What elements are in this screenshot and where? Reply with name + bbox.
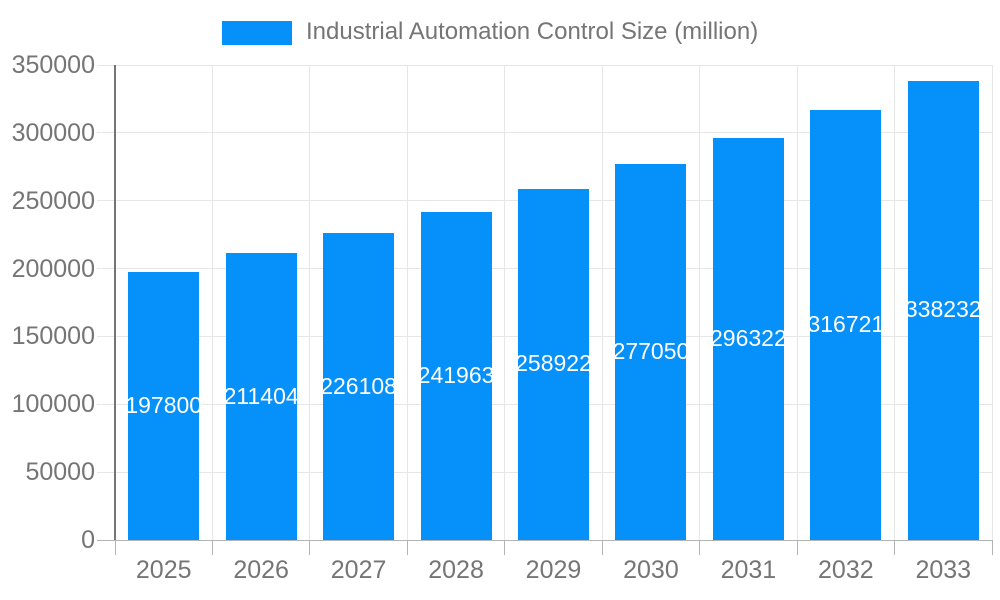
x-axis-tick xyxy=(699,540,701,555)
x-axis-tick xyxy=(991,540,993,555)
x-axis-label: 2029 xyxy=(525,556,582,584)
bar-2025 xyxy=(128,271,200,540)
x-axis-tick xyxy=(504,540,506,555)
y-axis-label: 150000 xyxy=(11,322,95,351)
x-axis-label: 2027 xyxy=(330,556,387,584)
bar-value-label: 296322 xyxy=(710,324,787,351)
bar-value-label: 258922 xyxy=(515,350,592,377)
bar-2026 xyxy=(225,253,297,540)
gridline-horizontal xyxy=(115,64,992,66)
gridline-vertical xyxy=(504,65,506,540)
y-axis-label: 250000 xyxy=(11,186,95,215)
gridline-vertical xyxy=(991,65,993,540)
bar-value-label: 197800 xyxy=(125,391,203,418)
x-axis-label: 2028 xyxy=(428,556,484,584)
x-axis-label: 2031 xyxy=(720,556,777,584)
y-axis-label: 50000 xyxy=(25,458,95,487)
bar-value-label: 226108 xyxy=(320,372,397,399)
x-axis-label: 2032 xyxy=(818,556,874,584)
gridline-vertical xyxy=(699,65,701,540)
y-axis-label: 100000 xyxy=(11,390,95,419)
bar-value-label: 211404 xyxy=(223,382,299,409)
y-axis-tick xyxy=(97,335,115,337)
gridline-vertical xyxy=(601,65,603,540)
y-axis-tick xyxy=(97,471,115,473)
y-axis-label: 200000 xyxy=(11,254,95,283)
bar-2028 xyxy=(420,211,492,540)
x-axis-label: 2026 xyxy=(233,556,289,584)
bar-value-label: 277050 xyxy=(612,338,690,364)
bar-2033 xyxy=(907,80,979,540)
gridline-vertical xyxy=(796,65,798,540)
bar-value-label: 316721 xyxy=(807,311,885,338)
y-axis-label: 300000 xyxy=(11,118,95,147)
bar-value-label: 241963 xyxy=(417,361,495,388)
x-axis-label: 2030 xyxy=(623,556,679,584)
legend-swatch xyxy=(222,21,292,45)
gridline-horizontal xyxy=(115,132,992,134)
y-axis-tick xyxy=(97,268,115,270)
x-axis-label: 2033 xyxy=(915,556,972,584)
x-axis-tick xyxy=(114,540,116,555)
y-axis-tick xyxy=(97,132,115,134)
y-axis-tick xyxy=(97,403,115,405)
bar-2027 xyxy=(323,233,395,540)
bar-2031 xyxy=(712,137,784,540)
gridline-vertical xyxy=(309,65,311,540)
gridline-vertical xyxy=(211,65,213,540)
gridline-vertical xyxy=(406,65,408,540)
legend-label: Industrial Automation Control Size (mill… xyxy=(306,18,759,45)
y-axis-line xyxy=(114,65,116,540)
x-axis-tick xyxy=(406,540,408,555)
bar-2029 xyxy=(518,188,589,540)
x-axis-tick xyxy=(796,540,798,555)
y-axis-tick xyxy=(97,200,115,202)
x-axis-line xyxy=(115,539,992,541)
chart-legend: Industrial Automation Control Size (mill… xyxy=(0,14,1000,50)
x-axis-tick xyxy=(894,540,896,555)
x-axis-tick xyxy=(211,540,213,555)
y-axis-tick xyxy=(97,64,115,66)
bar-value-label: 338232 xyxy=(904,296,982,323)
y-axis-label: 0 xyxy=(81,526,95,554)
bar-2032 xyxy=(810,110,882,540)
x-axis-label: 2025 xyxy=(135,556,192,584)
x-axis-tick xyxy=(601,540,603,555)
y-axis-tick xyxy=(97,539,115,541)
bar-2030 xyxy=(615,164,687,540)
y-axis-label: 350000 xyxy=(11,51,95,79)
gridline-vertical xyxy=(894,65,896,540)
x-axis-tick xyxy=(309,540,311,555)
